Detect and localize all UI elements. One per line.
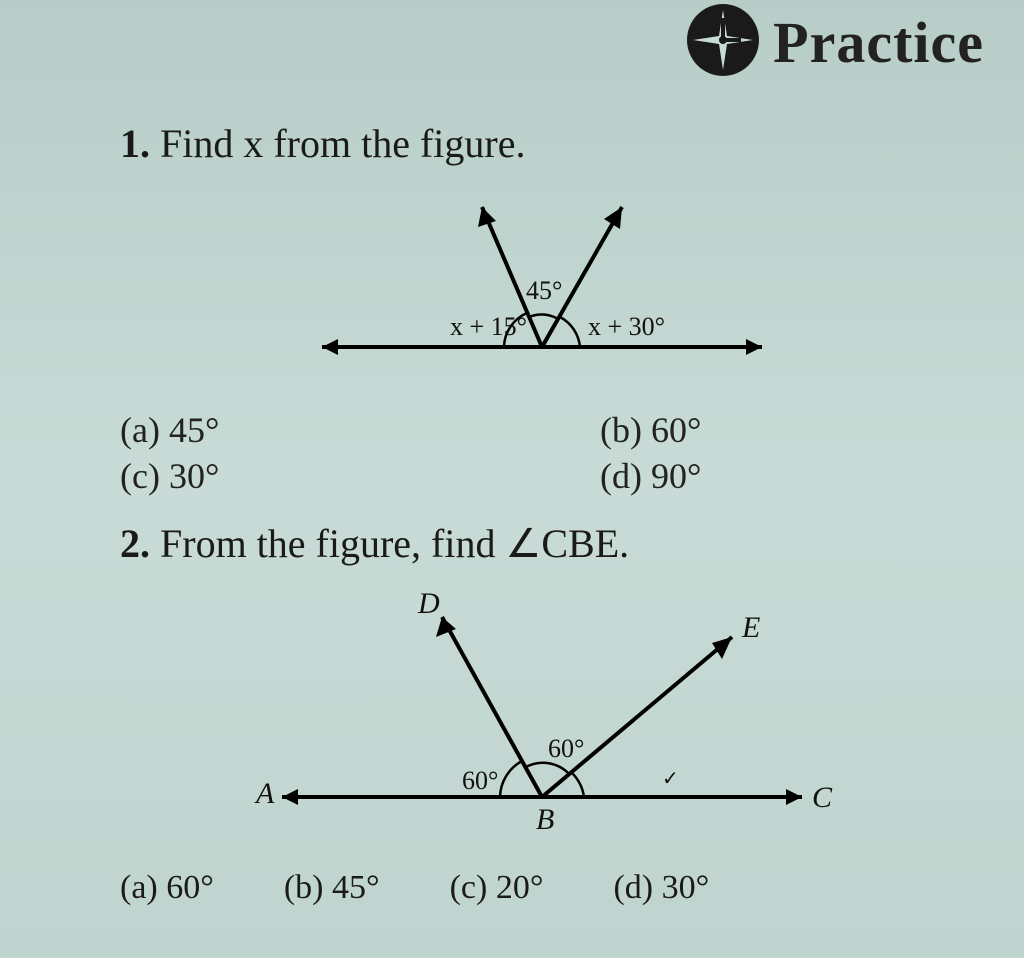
q2-text: From the figure, find ∠CBE. bbox=[160, 521, 629, 566]
q2-options: (a) 60° (b) 45° (c) 20° (d) 30° bbox=[120, 867, 1020, 909]
q1-number: 1. bbox=[120, 121, 150, 166]
q1-prompt: 1.Find x from the figure. bbox=[120, 120, 964, 167]
q1-option-d: (d) 90° bbox=[600, 453, 900, 499]
svg-text:✓: ✓ bbox=[662, 768, 679, 790]
q1-text: Find x from the figure. bbox=[160, 121, 526, 166]
worksheet-page: Practice 1.Find x from the figure. x + 1… bbox=[0, 0, 1024, 958]
question-2: 2.From the figure, find ∠CBE. A B C D E … bbox=[120, 520, 964, 909]
q1-label-right: x + 30° bbox=[588, 312, 665, 341]
q2-diagram: A B C D E 60° 60° ✓ bbox=[222, 577, 862, 857]
q1-option-b: (b) 60° bbox=[600, 407, 900, 453]
globe-clock-icon bbox=[683, 0, 763, 85]
q1-label-left: x + 15° bbox=[450, 312, 527, 341]
header-title: Practice bbox=[773, 9, 984, 76]
q1-option-a: (a) 45° bbox=[120, 407, 420, 453]
q1-diagram: x + 15° 45° x + 30° bbox=[282, 177, 802, 397]
q2-option-a: (a) 60° bbox=[120, 867, 214, 909]
q2-option-d: (d) 30° bbox=[613, 867, 709, 909]
q1-option-c: (c) 30° bbox=[120, 453, 420, 499]
q1-options: (a) 45° (b) 60° (c) 30° (d) 90° bbox=[120, 407, 900, 499]
q2-point-B: B bbox=[536, 803, 554, 836]
q2-point-A: A bbox=[254, 777, 275, 810]
q2-angle-ABD: 60° bbox=[462, 766, 498, 795]
q2-option-c: (c) 20° bbox=[450, 867, 544, 909]
q2-point-C: C bbox=[812, 781, 833, 814]
q2-option-b: (b) 45° bbox=[284, 867, 380, 909]
q2-angle-DBE: 60° bbox=[548, 734, 584, 763]
page-header: Practice bbox=[683, 0, 984, 85]
q2-point-D: D bbox=[417, 587, 440, 620]
q2-point-E: E bbox=[741, 611, 760, 644]
question-1: 1.Find x from the figure. x + 15° 45° x … bbox=[120, 120, 964, 499]
q1-label-mid: 45° bbox=[526, 276, 562, 305]
q2-number: 2. bbox=[120, 521, 150, 566]
q2-prompt: 2.From the figure, find ∠CBE. bbox=[120, 520, 964, 567]
